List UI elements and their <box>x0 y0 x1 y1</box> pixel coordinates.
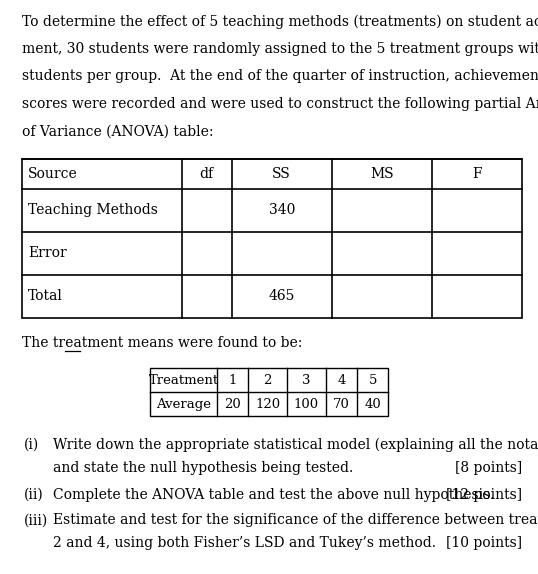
Text: 2 and 4, using both Fisher’s LSD and Tukey’s method.: 2 and 4, using both Fisher’s LSD and Tuk… <box>53 536 436 550</box>
Text: 4: 4 <box>337 374 345 387</box>
Text: F: F <box>472 167 482 181</box>
Text: of Variance (ANOVA) table:: of Variance (ANOVA) table: <box>22 125 213 138</box>
Text: and state the null hypothesis being tested.: and state the null hypothesis being test… <box>53 461 353 475</box>
Text: 3: 3 <box>302 374 310 387</box>
Text: [12 points]: [12 points] <box>446 488 522 502</box>
Text: Source: Source <box>28 167 77 181</box>
Text: Error: Error <box>28 246 67 261</box>
Text: 5: 5 <box>369 374 377 387</box>
Text: The treatment means were found to be:: The treatment means were found to be: <box>22 336 302 350</box>
Text: 2: 2 <box>264 374 272 387</box>
Text: Total: Total <box>28 289 63 304</box>
Text: 465: 465 <box>268 289 295 304</box>
Text: [10 points]: [10 points] <box>446 536 522 550</box>
Text: 1: 1 <box>229 374 237 387</box>
Text: 20: 20 <box>224 398 241 411</box>
Text: MS: MS <box>370 167 394 181</box>
Text: ment, 30 students were randomly assigned to the 5 treatment groups with 6: ment, 30 students were randomly assigned… <box>22 42 538 56</box>
Text: df: df <box>200 167 214 181</box>
Text: scores were recorded and were used to construct the following partial Analysis: scores were recorded and were used to co… <box>22 97 538 111</box>
Text: 120: 120 <box>255 398 280 411</box>
Text: (i): (i) <box>24 438 39 452</box>
Text: [8 points]: [8 points] <box>455 461 522 475</box>
Text: (ii): (ii) <box>24 488 44 502</box>
Text: Write down the appropriate statistical model (explaining all the notations): Write down the appropriate statistical m… <box>53 438 538 452</box>
Text: To determine the effect of 5 teaching methods (treatments) on student achieve-: To determine the effect of 5 teaching me… <box>22 14 538 29</box>
Text: Complete the ANOVA table and test the above null hypothesis.: Complete the ANOVA table and test the ab… <box>53 488 494 502</box>
Text: 340: 340 <box>268 203 295 218</box>
Text: (iii): (iii) <box>24 513 48 528</box>
Text: Average: Average <box>156 398 211 411</box>
Text: 40: 40 <box>364 398 381 411</box>
Text: 70: 70 <box>333 398 350 411</box>
Text: 100: 100 <box>294 398 319 411</box>
Text: Estimate and test for the significance of the difference between treatments: Estimate and test for the significance o… <box>53 513 538 528</box>
Text: Teaching Methods: Teaching Methods <box>28 203 158 218</box>
Text: Treatment: Treatment <box>148 374 218 387</box>
Text: SS: SS <box>272 167 291 181</box>
Text: students per group.  At the end of the quarter of instruction, achievement: students per group. At the end of the qu… <box>22 69 538 83</box>
